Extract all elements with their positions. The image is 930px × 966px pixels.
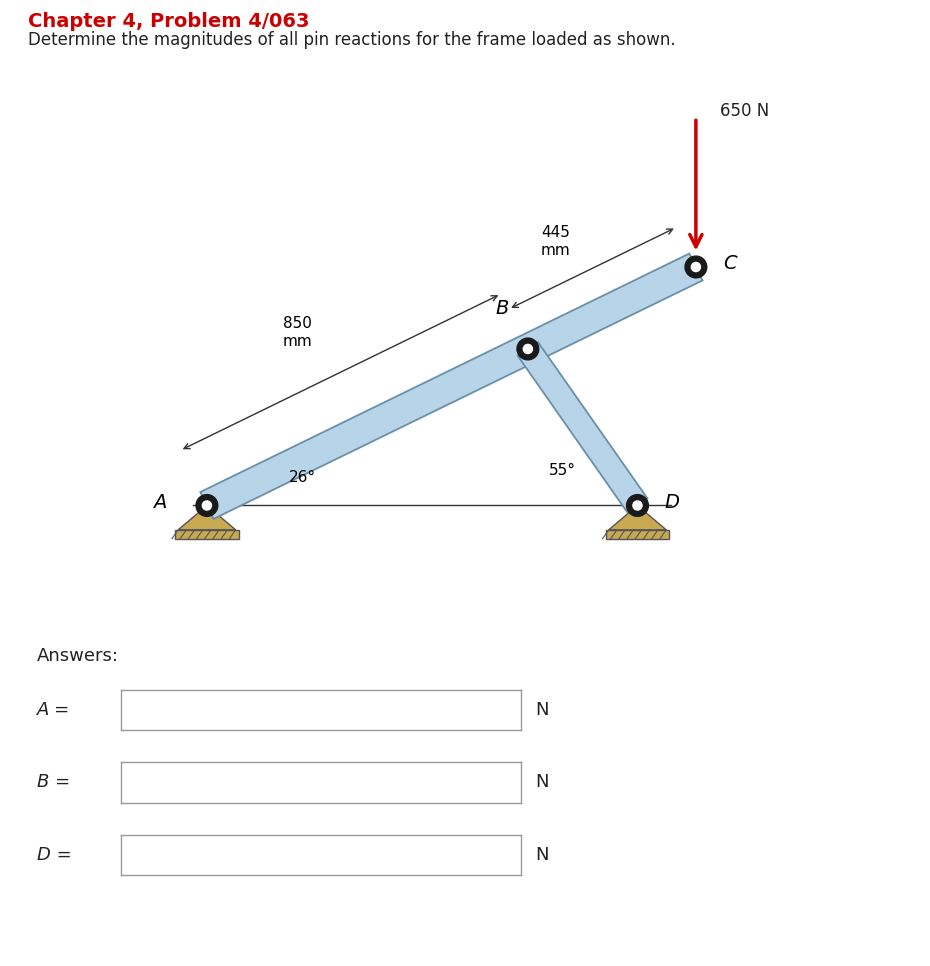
Bar: [605, 529, 669, 539]
Text: 55°: 55°: [550, 464, 577, 478]
Text: N: N: [535, 774, 549, 791]
Text: 650 N: 650 N: [720, 101, 769, 120]
Bar: [175, 529, 238, 539]
Text: Answers:: Answers:: [37, 647, 119, 666]
Circle shape: [633, 501, 642, 510]
Text: A: A: [153, 493, 166, 512]
Polygon shape: [518, 342, 647, 513]
Circle shape: [685, 256, 707, 278]
Text: D: D: [665, 493, 680, 512]
Circle shape: [196, 495, 218, 517]
Text: 26°: 26°: [288, 470, 315, 485]
Polygon shape: [179, 505, 235, 529]
Text: 850
mm: 850 mm: [283, 316, 312, 349]
Text: D =: D =: [37, 846, 72, 864]
Circle shape: [203, 501, 211, 510]
Text: N: N: [535, 846, 549, 864]
Text: N: N: [535, 701, 549, 719]
Circle shape: [691, 263, 700, 271]
Text: B: B: [496, 299, 509, 319]
Text: C: C: [724, 254, 737, 273]
Circle shape: [524, 345, 533, 354]
Text: 445
mm: 445 mm: [540, 225, 570, 258]
Text: Determine the magnitudes of all pin reactions for the frame loaded as shown.: Determine the magnitudes of all pin reac…: [28, 31, 675, 49]
Text: B =: B =: [37, 774, 71, 791]
Circle shape: [517, 338, 538, 359]
Text: A =: A =: [37, 701, 71, 719]
Polygon shape: [609, 505, 666, 529]
Polygon shape: [200, 253, 702, 519]
Circle shape: [627, 495, 648, 517]
Text: Chapter 4, Problem 4/063: Chapter 4, Problem 4/063: [28, 12, 310, 31]
